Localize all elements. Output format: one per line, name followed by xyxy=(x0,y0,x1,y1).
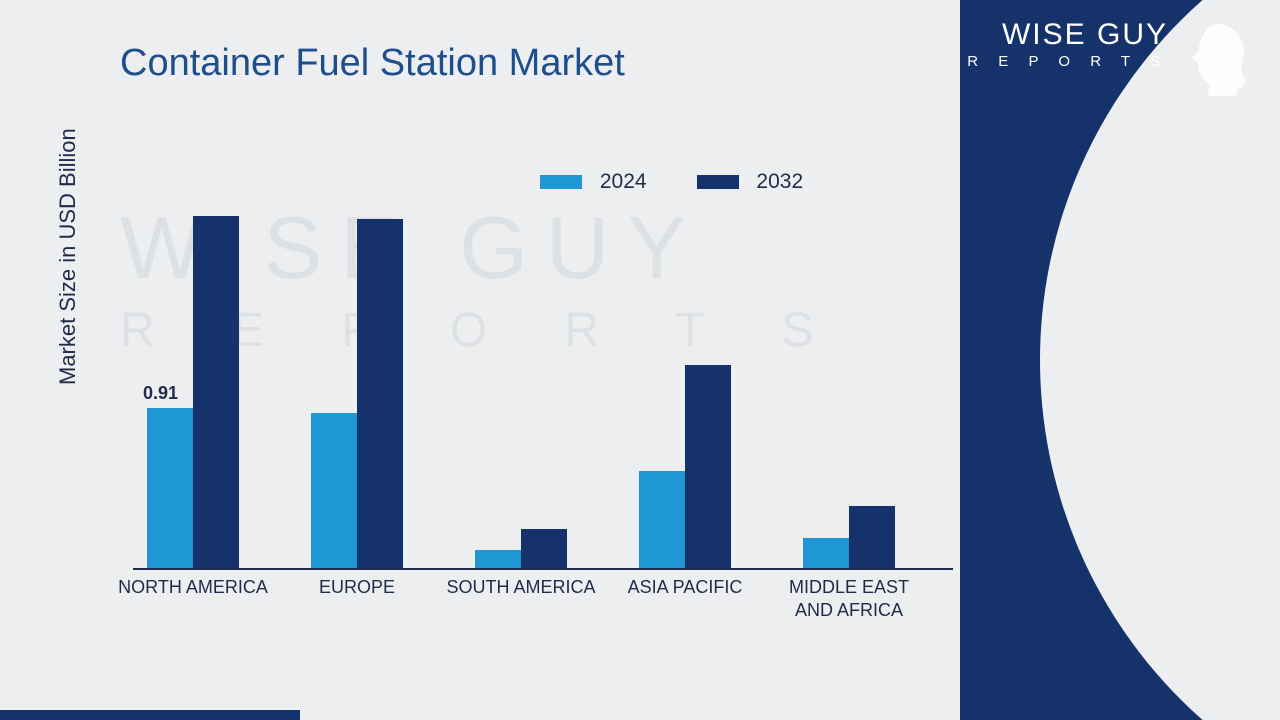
bar xyxy=(521,529,567,568)
x-tick-label: SOUTH AMERICA xyxy=(441,568,601,599)
x-tick-label: MIDDLE EAST AND AFRICA xyxy=(769,568,929,621)
bar-chart: Market Size in USD Billion 0.91NORTH AME… xyxy=(105,170,965,600)
bar xyxy=(193,216,239,568)
bar xyxy=(685,365,731,568)
page-root: Container Fuel Station Market WISE GUY R… xyxy=(0,0,1280,720)
bar xyxy=(357,219,403,568)
bar xyxy=(147,408,193,568)
bar-value-label: 0.91 xyxy=(143,383,178,404)
y-axis-label: Market Size in USD Billion xyxy=(55,128,81,385)
plot-area: 0.91NORTH AMERICAEUROPESOUTH AMERICAASIA… xyxy=(133,200,953,570)
bar xyxy=(475,550,521,568)
brand-line1: WISE GUY xyxy=(967,20,1168,50)
x-tick-label: ASIA PACIFIC xyxy=(605,568,765,599)
brand-logo: WISE GUY R E P O R T S xyxy=(967,20,1256,69)
x-tick-label: EUROPE xyxy=(277,568,437,599)
bar xyxy=(639,471,685,568)
bar xyxy=(803,538,849,568)
chart-title: Container Fuel Station Market xyxy=(120,42,625,85)
bar xyxy=(311,413,357,568)
brand-line2: R E P O R T S xyxy=(967,54,1168,69)
footer-accent xyxy=(0,710,300,720)
x-tick-label: NORTH AMERICA xyxy=(113,568,273,599)
bar xyxy=(849,506,895,568)
